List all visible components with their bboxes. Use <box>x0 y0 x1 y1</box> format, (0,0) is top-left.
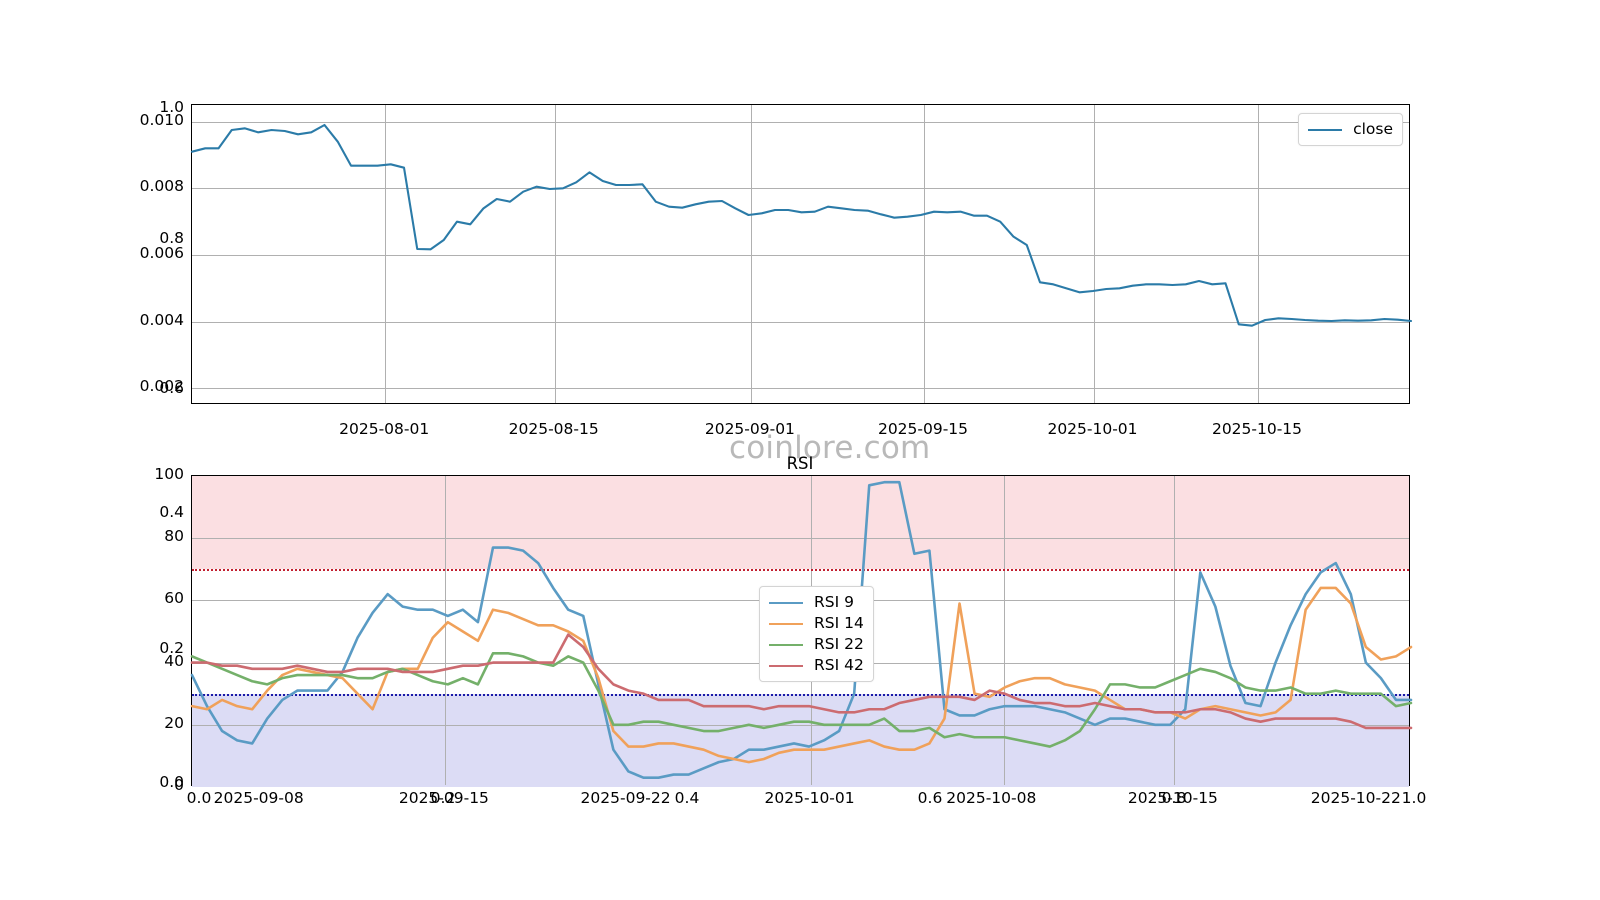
overbought-band <box>192 476 1409 570</box>
gridline-vertical <box>750 105 752 403</box>
price-x-tick-label: 2025-10-01 <box>1047 420 1138 438</box>
rsi-line-rsi-9 <box>190 480 1413 779</box>
rsi-y-tick-label: 0 <box>174 776 184 794</box>
price-y-tick-normalized-label: 0.8 <box>159 229 184 247</box>
legend-label-rsi-42: RSI 42 <box>814 655 864 674</box>
rsi-chart-title: RSI <box>786 454 814 473</box>
rsi-x-tick-normalized-label: 0.6 <box>917 789 943 807</box>
rsi-x-tick-normalized-label: 0.0 <box>186 789 212 807</box>
rsi-x-tick-normalized-label: 0.8 <box>1161 789 1187 807</box>
legend-label-rsi-9: RSI 9 <box>814 592 854 611</box>
rsi-x-tick-normalized-label: 0.4 <box>674 789 700 807</box>
gridline-horizontal <box>192 388 1409 390</box>
gridline-vertical <box>554 105 556 403</box>
rsi-y-tick-normalized-label: 0.2 <box>159 639 184 657</box>
price-x-tick-label: 2025-09-01 <box>704 420 795 438</box>
close-price-path <box>190 123 1413 327</box>
oversold-threshold-line <box>192 693 1409 696</box>
rsi-y-tick-label: 100 <box>154 465 184 483</box>
gridline-vertical <box>1258 105 1259 403</box>
price-y-tick-label: 0.008 <box>139 177 184 196</box>
gridline-vertical <box>1093 105 1095 403</box>
rsi-y-tick-label: 60 <box>164 589 184 608</box>
rsi-x-tick-label: 2025-10-01 <box>764 789 855 807</box>
rsi-x-tick-label: 2025-09-08 <box>213 789 304 807</box>
price-x-tick-label: 2025-08-01 <box>339 420 430 438</box>
legend-swatch-close <box>1308 128 1343 131</box>
gridline-vertical <box>924 105 925 403</box>
gridline-vertical <box>385 105 387 403</box>
price-legend[interactable]: close <box>1298 113 1403 146</box>
legend-label-rsi-22: RSI 22 <box>814 634 864 653</box>
legend-label-close: close <box>1353 119 1393 138</box>
rsi-x-tick-label: 2025-09-22 <box>580 789 671 807</box>
rsi-y-tick-normalized-label: 0.0 <box>159 773 184 791</box>
price-y-tick-label: 0.010 <box>139 110 184 129</box>
rsi-chart-panel: RSI 9 RSI 14 RSI 22 RSI 42 <box>190 475 1413 787</box>
rsi-x-tick-label: 2025-10-15 <box>1127 789 1218 807</box>
price-chart-panel: close <box>190 104 1413 404</box>
legend-label-rsi-14: RSI 14 <box>814 613 864 632</box>
gridline-horizontal <box>192 121 1409 123</box>
price-x-tick-label: 2025-08-15 <box>508 420 599 438</box>
legend-swatch-rsi-14 <box>769 622 803 625</box>
rsi-legend[interactable]: RSI 9 RSI 14 RSI 22 RSI 42 <box>759 586 874 682</box>
gridline-horizontal <box>192 538 1409 540</box>
gridline-horizontal <box>192 724 1409 726</box>
close-price-line <box>190 123 1413 327</box>
legend-swatch-rsi-42 <box>769 664 803 667</box>
legend-item-rsi-22: RSI 22 <box>769 634 864 655</box>
price-x-tick-label: 2025-09-15 <box>877 420 969 438</box>
price-y-tick-label: 0.002 <box>139 377 184 396</box>
gridline-vertical <box>444 476 446 785</box>
price-y-tick-normalized-label: 1.0 <box>159 98 184 116</box>
rsi-line-rsi-42 <box>190 633 1413 730</box>
rsi-x-tick-normalized-label: 1.0 <box>1401 789 1427 807</box>
gridline-vertical <box>1003 476 1005 785</box>
gridline-horizontal <box>192 321 1409 323</box>
rsi-x-tick-label: 2025-09-15 <box>398 789 489 807</box>
gridline-horizontal <box>192 188 1409 190</box>
price-y-tick-label: 0.006 <box>139 244 184 262</box>
rsi-x-tick-label: 2025-10-22 <box>1310 789 1401 807</box>
legend-item-rsi-14: RSI 14 <box>769 613 864 634</box>
price-x-tick-label: 2025-10-15 <box>1211 420 1303 438</box>
legend-item-rsi-42: RSI 42 <box>769 655 864 676</box>
rsi-y-tick-label: 80 <box>164 527 184 546</box>
watermark: coinlore.com <box>729 430 931 466</box>
legend-item-close: close <box>1308 119 1393 140</box>
rsi-x-tick-label: 2025-10-08 <box>946 789 1037 807</box>
rsi-x-tick-normalized-label: 0.2 <box>430 789 456 807</box>
rsi-y-tick-normalized-label: 0.4 <box>159 503 184 521</box>
legend-swatch-rsi-22 <box>769 643 803 646</box>
gridline-vertical <box>1173 476 1175 785</box>
rsi-series-lines <box>190 480 1413 779</box>
gridline-horizontal <box>192 255 1409 256</box>
rsi-y-tick-label: 20 <box>164 713 184 732</box>
legend-swatch-rsi-9 <box>769 601 803 604</box>
price-y-tick-normalized-label: 0.6 <box>159 379 184 397</box>
overbought-threshold-line <box>192 569 1409 572</box>
rsi-y-tick-label: 40 <box>164 651 184 670</box>
price-y-tick-label: 0.004 <box>139 310 184 329</box>
legend-item-rsi-9: RSI 9 <box>769 592 864 613</box>
